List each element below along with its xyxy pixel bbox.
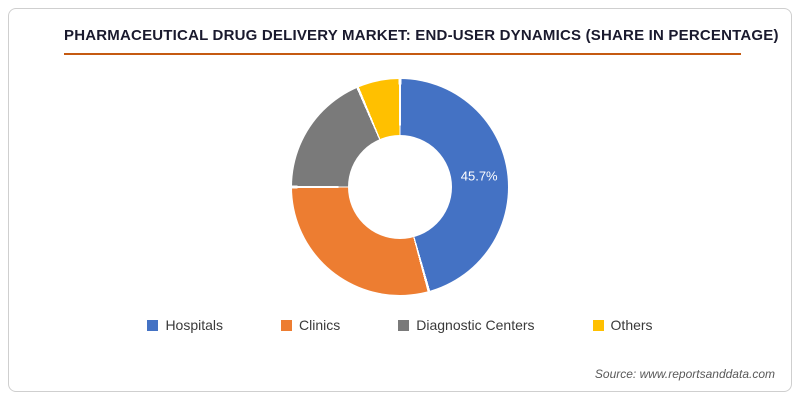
legend-swatch-others [592, 319, 604, 331]
legend-item-clinics: Clinics [281, 317, 340, 333]
legend-label-diagnostic-centers: Diagnostic Centers [416, 317, 535, 333]
chart-title: PHARMACEUTICAL DRUG DELIVERY MARKET: END… [64, 27, 779, 44]
source-text: Source: www.reportsanddata.com [594, 367, 775, 381]
chart-card: PHARMACEUTICAL DRUG DELIVERY MARKET: END… [8, 8, 792, 392]
legend-item-diagnostic-centers: Diagnostic Centers [398, 317, 535, 333]
chart-header: PHARMACEUTICAL DRUG DELIVERY MARKET: END… [64, 27, 779, 55]
legend-label-clinics: Clinics [299, 317, 341, 333]
donut-chart: 45.7% [292, 79, 508, 295]
donut-hole [348, 135, 452, 239]
legend-swatch-diagnostic-centers [398, 319, 410, 331]
legend-swatch-hospitals [147, 319, 159, 331]
chart-legend: Hospitals Clinics Diagnostic Centers Others [9, 317, 791, 333]
legend-item-others: Others [592, 317, 653, 333]
legend-label-hospitals: Hospitals [165, 317, 224, 333]
legend-item-hospitals: Hospitals [147, 317, 223, 333]
legend-swatch-clinics [281, 319, 293, 331]
chart-area: 45.7% [9, 61, 791, 313]
legend-label-others: Others [610, 317, 653, 333]
slice-label-hospitals: 45.7% [460, 168, 498, 184]
